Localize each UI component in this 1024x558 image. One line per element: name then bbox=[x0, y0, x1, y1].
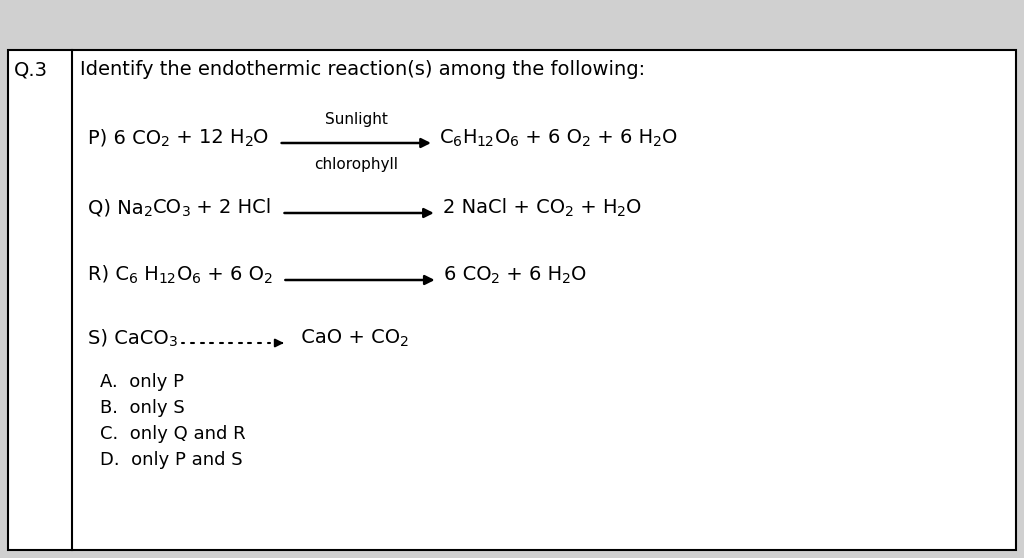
Text: + 2 HCl: + 2 HCl bbox=[190, 198, 271, 217]
Text: Q) Na: Q) Na bbox=[88, 198, 143, 217]
Text: 2: 2 bbox=[161, 135, 170, 149]
Text: 2: 2 bbox=[562, 272, 571, 286]
Text: 6: 6 bbox=[129, 272, 138, 286]
Text: C: C bbox=[439, 128, 454, 147]
Text: O: O bbox=[571, 265, 587, 284]
Text: 2: 2 bbox=[399, 335, 409, 349]
Text: O: O bbox=[495, 128, 510, 147]
Text: 2: 2 bbox=[143, 205, 153, 219]
Text: A.  only P: A. only P bbox=[100, 373, 184, 391]
Text: Sunlight: Sunlight bbox=[325, 112, 388, 127]
Text: O: O bbox=[626, 198, 641, 217]
Text: 3: 3 bbox=[181, 205, 190, 219]
Text: + 12 H: + 12 H bbox=[170, 128, 245, 147]
Text: S) CaCO: S) CaCO bbox=[88, 328, 169, 347]
Text: 12: 12 bbox=[477, 135, 495, 149]
Text: 3: 3 bbox=[169, 335, 177, 349]
Text: Identify the endothermic reaction(s) among the following:: Identify the endothermic reaction(s) amo… bbox=[80, 60, 645, 79]
Text: O: O bbox=[253, 128, 268, 147]
Text: 2: 2 bbox=[582, 135, 591, 149]
Text: + 6 H: + 6 H bbox=[500, 265, 562, 284]
Text: 6 CO: 6 CO bbox=[443, 265, 492, 284]
Text: 2: 2 bbox=[617, 205, 626, 219]
Text: 2: 2 bbox=[245, 135, 253, 149]
Text: H: H bbox=[462, 128, 477, 147]
Text: + 6 H: + 6 H bbox=[591, 128, 652, 147]
Bar bbox=[8, 50, 1016, 550]
Text: + 6 O: + 6 O bbox=[201, 265, 263, 284]
Text: 6: 6 bbox=[191, 272, 201, 286]
Text: 2: 2 bbox=[652, 135, 662, 149]
Text: H: H bbox=[138, 265, 159, 284]
Text: O: O bbox=[176, 265, 191, 284]
Text: Q.3: Q.3 bbox=[14, 60, 48, 79]
Text: CO: CO bbox=[153, 198, 181, 217]
Text: 6: 6 bbox=[510, 135, 519, 149]
Text: + 6 O: + 6 O bbox=[519, 128, 582, 147]
Text: CaO + CO: CaO + CO bbox=[295, 328, 399, 347]
Text: B.  only S: B. only S bbox=[100, 399, 184, 417]
Text: 2: 2 bbox=[565, 205, 573, 219]
Text: 6: 6 bbox=[454, 135, 462, 149]
Text: P) 6 CO: P) 6 CO bbox=[88, 128, 161, 147]
Text: R) C: R) C bbox=[88, 265, 129, 284]
Text: 12: 12 bbox=[159, 272, 176, 286]
Text: chlorophyll: chlorophyll bbox=[314, 157, 398, 172]
Text: 2: 2 bbox=[492, 272, 500, 286]
Text: D.  only P and S: D. only P and S bbox=[100, 451, 243, 469]
Text: C.  only Q and R: C. only Q and R bbox=[100, 425, 246, 443]
Text: 2 NaCl + CO: 2 NaCl + CO bbox=[442, 198, 565, 217]
Text: O: O bbox=[662, 128, 677, 147]
Text: 2: 2 bbox=[263, 272, 272, 286]
Text: + H: + H bbox=[573, 198, 617, 217]
